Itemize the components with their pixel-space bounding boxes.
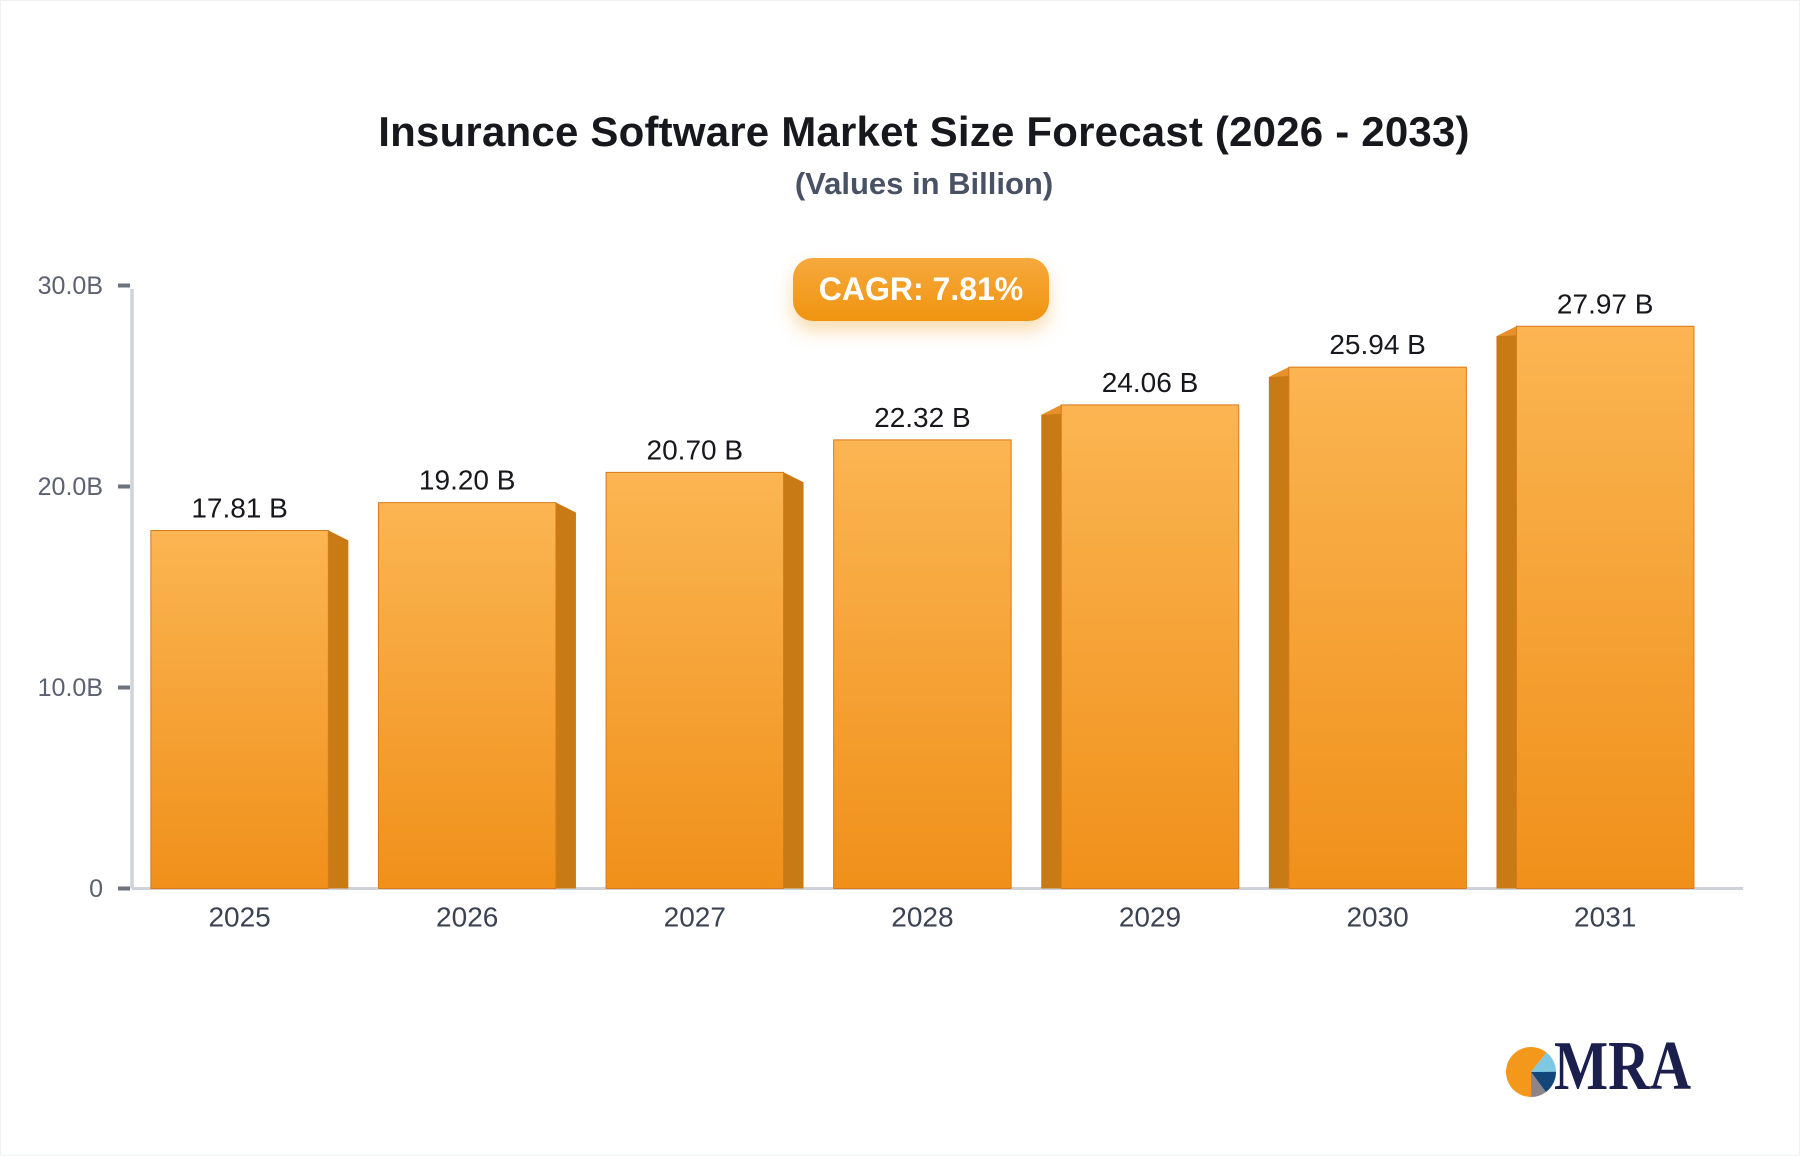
svg-text:24.06 B: 24.06 B (1102, 367, 1199, 398)
svg-text:30.0B: 30.0B (38, 272, 103, 300)
svg-text:2031: 2031 (1574, 902, 1636, 933)
svg-text:22.32 B: 22.32 B (874, 402, 971, 433)
svg-text:2027: 2027 (664, 902, 726, 933)
svg-text:2028: 2028 (891, 902, 953, 933)
svg-text:19.20 B: 19.20 B (419, 465, 516, 496)
svg-text:17.81 B: 17.81 B (191, 493, 288, 524)
svg-text:2025: 2025 (208, 902, 270, 933)
svg-text:0: 0 (89, 875, 103, 903)
svg-text:27.97 B: 27.97 B (1557, 288, 1654, 319)
svg-text:20.0B: 20.0B (38, 473, 103, 501)
svg-text:2026: 2026 (436, 902, 498, 933)
svg-text:10.0B: 10.0B (38, 674, 103, 702)
svg-text:25.94 B: 25.94 B (1329, 329, 1426, 360)
svg-text:20.70 B: 20.70 B (647, 434, 744, 465)
svg-text:2029: 2029 (1119, 902, 1181, 933)
svg-text:2030: 2030 (1346, 902, 1408, 933)
